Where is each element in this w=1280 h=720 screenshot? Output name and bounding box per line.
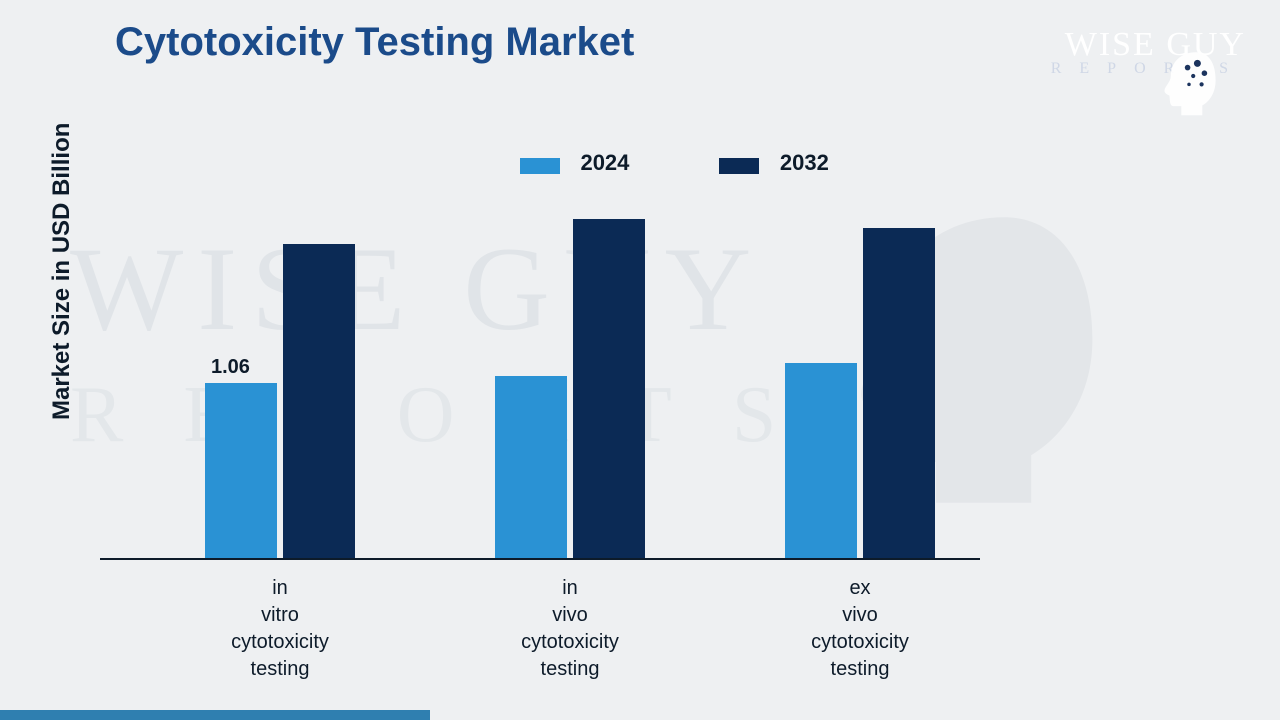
bar-2032 (863, 228, 935, 558)
x-axis-category-label: invivocytotoxicitytesting (470, 575, 670, 683)
legend: 2024 2032 (520, 150, 829, 176)
x-axis-category-label: invitrocytotoxicitytesting (180, 575, 380, 683)
legend-item-2024: 2024 (520, 150, 629, 176)
chart-title: Cytotoxicity Testing Market (115, 20, 634, 65)
legend-label-2032: 2032 (780, 150, 829, 175)
bar-group (205, 244, 355, 558)
bar-group (785, 228, 935, 558)
y-axis-label: Market Size in USD Billion (48, 123, 76, 420)
bar-value-label: 1.06 (211, 356, 250, 379)
brand-head-icon (1154, 48, 1224, 118)
accent-bottom-bar (0, 710, 430, 720)
bar-2032 (283, 244, 355, 558)
bar-group (495, 219, 645, 558)
legend-swatch-2024 (520, 158, 560, 174)
bar-2024 (205, 383, 277, 558)
page: WISE GUY REPORTS Cytotoxicity Testing Ma… (0, 0, 1280, 720)
bar-2024 (495, 376, 567, 558)
bar-2024 (785, 363, 857, 558)
bar-2032 (573, 219, 645, 558)
x-axis-baseline (100, 558, 980, 560)
x-axis-category-label: exvivocytotoxicitytesting (760, 575, 960, 683)
chart-plot-area: 1.06 (100, 180, 980, 560)
legend-label-2024: 2024 (580, 150, 629, 175)
brand-logo: WISE GUY REPORTS (1051, 26, 1246, 78)
legend-item-2032: 2032 (719, 150, 828, 176)
legend-swatch-2032 (719, 158, 759, 174)
